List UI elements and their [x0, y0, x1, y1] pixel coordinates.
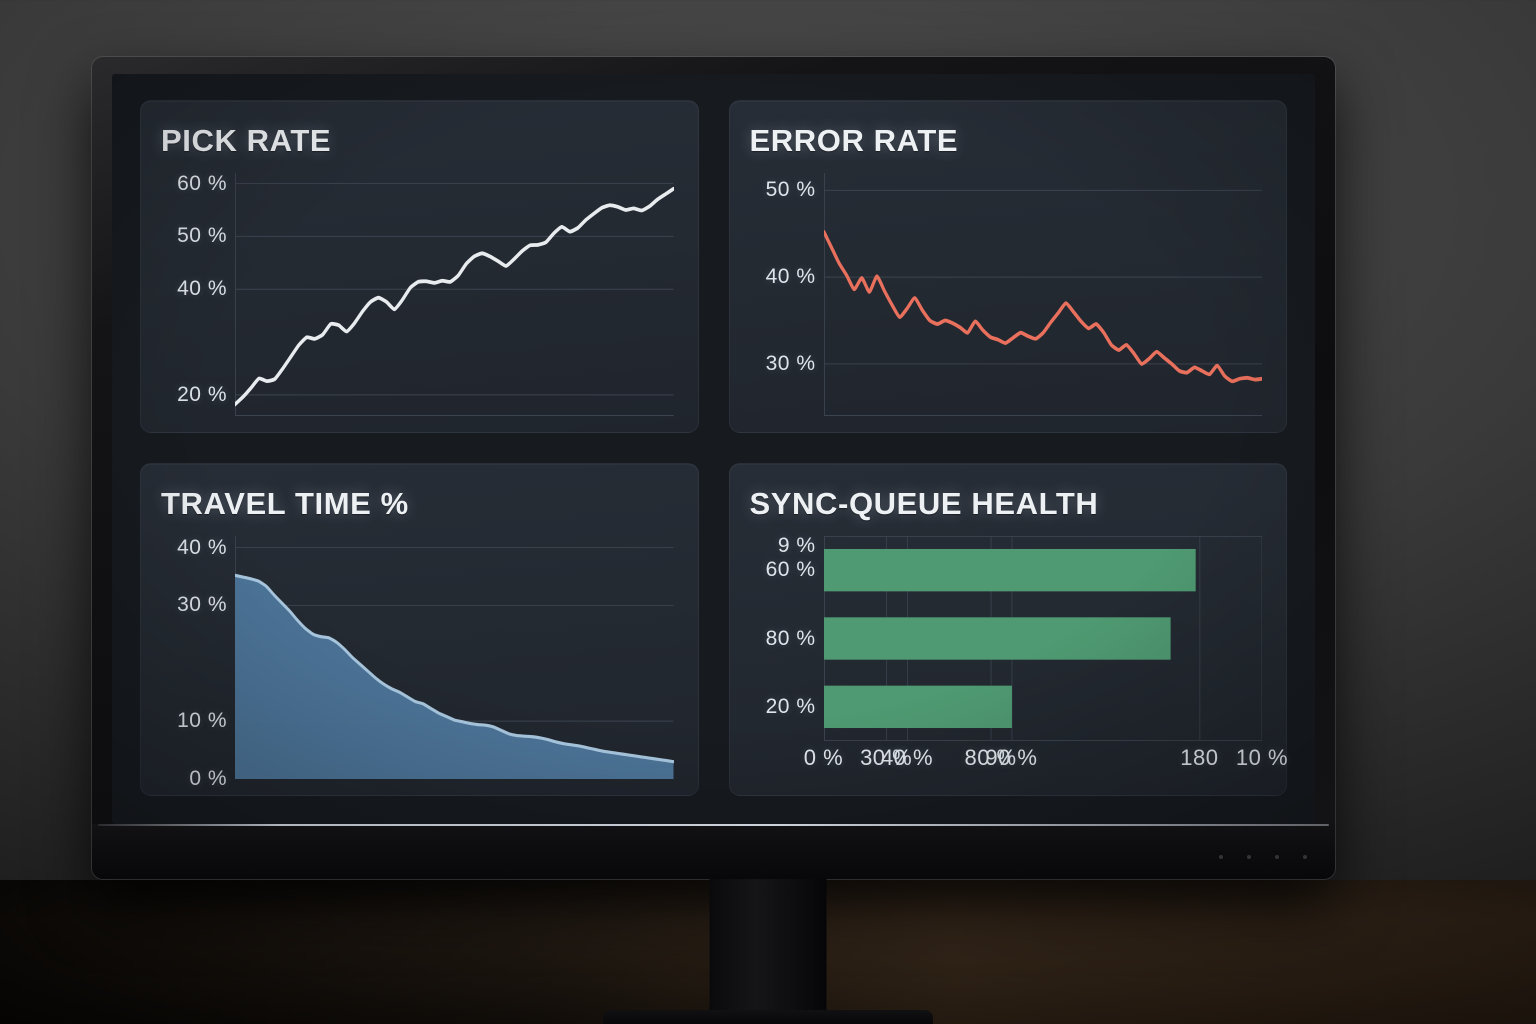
y-tick-label: 20 %	[177, 382, 227, 406]
x-tick-label: 10 %	[1235, 745, 1289, 770]
bar-category-label: 60 %	[765, 558, 816, 582]
bar-chart-sync-queue	[823, 536, 1262, 741]
x-axis-labels-sync-queue: 0 % 30 % 40 % 80 % 90 % 180 10 %	[804, 741, 1288, 779]
y-tick-label: 50 %	[765, 178, 816, 202]
monitor-screen: PICK RATE 60 % 50 % 40 % 20 % ERROR RATE 50…	[112, 74, 1315, 824]
x-tick-label: 80 %	[964, 745, 1017, 770]
y-axis-labels-pick-rate: 60 % 50 % 40 % 20 %	[161, 171, 235, 416]
x-tick-label: 180	[1180, 745, 1219, 770]
panel-error-rate[interactable]: ERROR RATE 50 % 40 % 30 % 9 %	[728, 100, 1287, 557]
y-tick-label: 30 %	[765, 351, 816, 375]
osd-button-2[interactable]	[1247, 855, 1251, 859]
line-chart-pick-rate	[235, 173, 674, 416]
y-axis-labels-sync-queue: 60 % 80 % 20 %	[750, 536, 824, 741]
plot-area-pick-rate	[235, 173, 674, 416]
bar-category-label: 80 %	[765, 626, 816, 650]
x-tick-label: 40 %	[880, 745, 934, 770]
y-tick-label: 10 %	[177, 709, 227, 733]
chin-highlight-line	[98, 824, 1329, 826]
area-chart-travel-time	[235, 536, 674, 779]
y-axis-labels-travel-time: 40 % 30 % 10 % 0 %	[161, 535, 235, 790]
y-axis-labels-error-rate: 50 % 40 % 30 % 9 %	[750, 173, 824, 557]
chart-travel-time: 40 % 30 % 10 % 0 %	[161, 535, 674, 790]
panel-travel-time[interactable]: TRAVEL TIME % 40 % 30 % 10 % 0 %	[140, 463, 699, 796]
y-tick-label: 0 %	[189, 767, 227, 790]
panel-sync-queue[interactable]: SYNC-QUEUE HEALTH 60 % 80 % 20 % 0 % 30 % 40…	[728, 463, 1288, 796]
panel-title-travel-time: TRAVEL TIME %	[161, 486, 409, 521]
y-tick-label: 40 %	[177, 535, 227, 559]
plot-area-sync-queue	[823, 536, 1262, 741]
x-tick-label: 90 %	[985, 745, 1038, 770]
panel-title-error-rate: ERROR RATE	[749, 123, 959, 158]
x-tick-label: 0 %	[803, 745, 844, 770]
chart-error-rate: 50 % 40 % 30 % 9 %	[750, 173, 1262, 557]
y-tick-label: 30 %	[177, 593, 227, 617]
chart-sync-queue: 60 % 80 % 20 %	[750, 536, 1262, 741]
panel-title-pick-rate: PICK RATE	[161, 123, 332, 158]
osd-button-4[interactable]	[1303, 855, 1307, 859]
x-tick-label: 30 %	[860, 745, 913, 770]
y-tick-label: 9 %	[777, 534, 816, 558]
bar-category-label: 20 %	[765, 694, 816, 718]
y-tick-label: 40 %	[177, 277, 227, 301]
monitor-chin	[92, 824, 1335, 879]
y-tick-label: 40 %	[765, 265, 816, 289]
plot-area-travel-time	[235, 536, 674, 779]
dashboard-grid: PICK RATE 60 % 50 % 40 % 20 % ERROR RATE 50…	[112, 74, 1315, 824]
monitor: PICK RATE 60 % 50 % 40 % 20 % ERROR RATE 50…	[92, 57, 1335, 879]
plot-area-error-rate	[823, 173, 1262, 416]
panel-pick-rate[interactable]: PICK RATE 60 % 50 % 40 % 20 %	[140, 100, 699, 433]
monitor-stand-base	[603, 1010, 933, 1024]
y-tick-label: 60 %	[177, 171, 227, 195]
y-tick-label: 50 %	[177, 224, 227, 248]
monitor-stand-neck	[709, 879, 827, 1019]
osd-button-1[interactable]	[1219, 855, 1223, 859]
chart-pick-rate: 60 % 50 % 40 % 20 %	[161, 171, 674, 416]
osd-button-3[interactable]	[1275, 855, 1279, 859]
line-chart-error-rate	[823, 173, 1262, 416]
panel-title-sync-queue: SYNC-QUEUE HEALTH	[749, 486, 1099, 521]
